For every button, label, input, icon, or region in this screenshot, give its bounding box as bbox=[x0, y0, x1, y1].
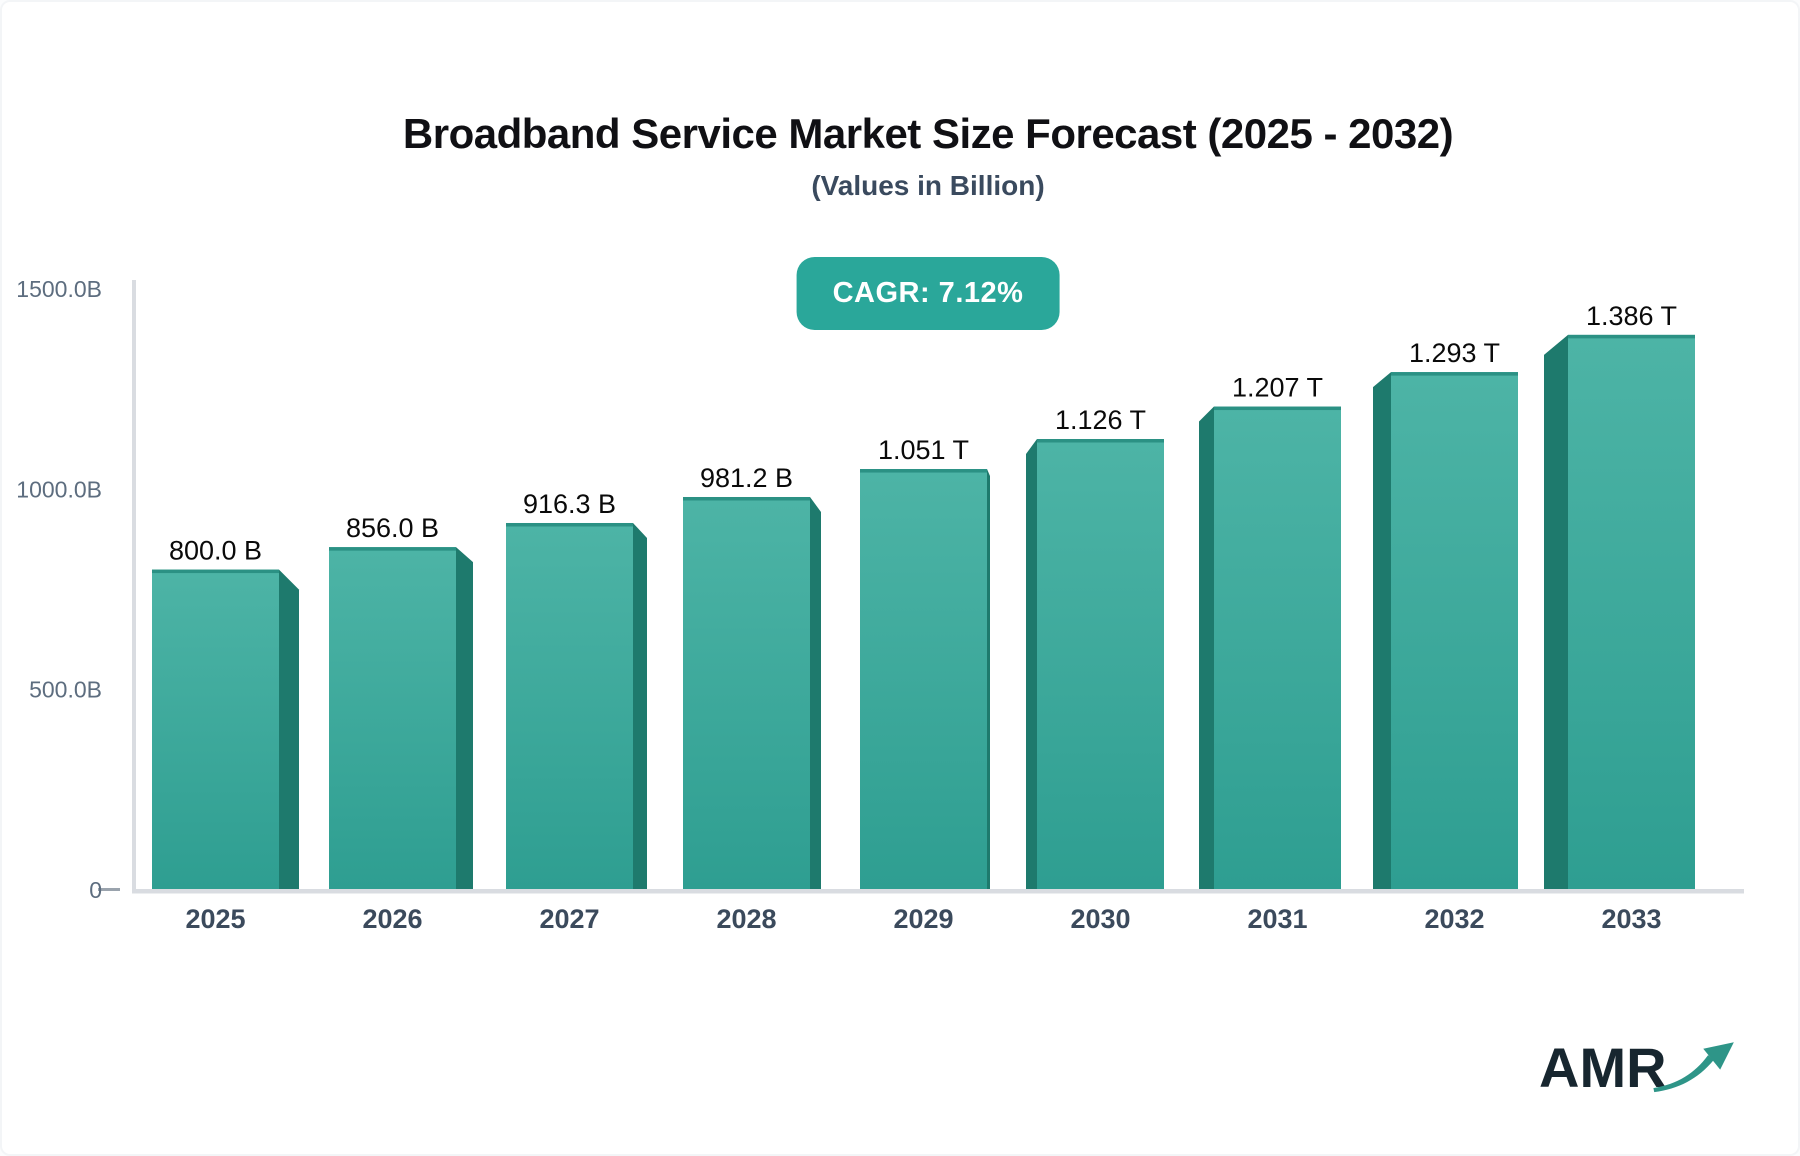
x-tick-label-2030: 2030 bbox=[1070, 904, 1130, 934]
page-title: Broadband Service Market Size Forecast (… bbox=[402, 110, 1454, 157]
value-label-2033: 1.386 T bbox=[1586, 301, 1677, 331]
bar-front-face bbox=[1391, 372, 1518, 890]
x-tick-label-2032: 2032 bbox=[1424, 904, 1484, 934]
bar-2032[interactable] bbox=[1373, 372, 1518, 890]
bar-side-face bbox=[633, 522, 647, 890]
bar-front-face bbox=[506, 522, 633, 890]
growth-arrow-icon bbox=[1652, 1042, 1734, 1093]
x-tick-label-2027: 2027 bbox=[539, 904, 599, 934]
value-label-2025: 800.0 B bbox=[169, 536, 262, 566]
value-label-2031: 1.207 T bbox=[1232, 373, 1323, 403]
value-label-2029: 1.051 T bbox=[878, 435, 969, 465]
bar-top-edge bbox=[860, 469, 987, 473]
bar-side-face bbox=[1544, 334, 1568, 890]
x-tick-label-2026: 2026 bbox=[362, 904, 422, 934]
cagr-badge: CAGR: 7.12% bbox=[796, 257, 1060, 330]
bar-2030[interactable] bbox=[1026, 438, 1164, 890]
bar-front-face bbox=[1214, 406, 1341, 890]
x-tick-label-2025: 2025 bbox=[185, 904, 245, 934]
bar-side-face bbox=[987, 469, 990, 890]
x-axis-line bbox=[132, 889, 1744, 894]
bar-side-face bbox=[1199, 406, 1214, 890]
x-tick-label-2028: 2028 bbox=[716, 904, 776, 934]
bar-side-face bbox=[456, 547, 473, 890]
y-tick-label-1500: 1500.0B bbox=[16, 276, 102, 302]
bar-top-edge bbox=[1568, 334, 1695, 339]
bar-2026[interactable] bbox=[329, 547, 473, 890]
amr-logo: AMR bbox=[1539, 1032, 1739, 1112]
y-axis-line bbox=[132, 280, 136, 892]
x-tick-label-2031: 2031 bbox=[1247, 904, 1307, 934]
bar-top-edge bbox=[152, 569, 279, 574]
bar-top-edge bbox=[683, 496, 810, 501]
bar-2031[interactable] bbox=[1199, 406, 1341, 890]
bar-front-face bbox=[1037, 438, 1164, 890]
value-label-2027: 916.3 B bbox=[523, 489, 616, 519]
cagr-badge-label: CAGR: 7.12% bbox=[832, 277, 1024, 309]
bar-top-edge bbox=[1214, 406, 1341, 411]
bar-top-edge bbox=[1391, 372, 1518, 376]
bar-2025[interactable] bbox=[152, 569, 299, 890]
bar-side-face bbox=[1373, 372, 1391, 890]
amr-logo-text: AMR bbox=[1539, 1036, 1667, 1099]
bar-2029[interactable] bbox=[860, 469, 990, 890]
bar-front-face bbox=[1568, 334, 1695, 890]
bar-front-face bbox=[860, 469, 987, 890]
bar-front-face bbox=[683, 496, 810, 890]
bar-2033[interactable] bbox=[1544, 334, 1695, 890]
bar-2027[interactable] bbox=[506, 522, 647, 890]
bar-front-face bbox=[152, 569, 279, 890]
value-label-2030: 1.126 T bbox=[1055, 405, 1146, 435]
bar-top-edge bbox=[1037, 438, 1164, 443]
bar-side-face bbox=[279, 569, 299, 890]
value-label-2026: 856.0 B bbox=[346, 513, 439, 543]
bar-side-face bbox=[1026, 438, 1037, 890]
bar-front-face bbox=[329, 547, 456, 890]
y-axis-zero-tick bbox=[98, 888, 120, 891]
y-tick-label-1000: 1000.0B bbox=[16, 476, 102, 502]
chart-subtitle: (Values in Billion) bbox=[811, 170, 1045, 201]
value-label-2032: 1.293 T bbox=[1409, 338, 1500, 368]
y-tick-label-0: 0 bbox=[89, 877, 102, 903]
bar-top-edge bbox=[506, 522, 633, 527]
bar-2028[interactable] bbox=[683, 496, 821, 890]
x-tick-label-2029: 2029 bbox=[893, 904, 953, 934]
y-tick-label-500: 500.0B bbox=[29, 677, 102, 703]
x-tick-label-2033: 2033 bbox=[1601, 904, 1661, 934]
value-label-2028: 981.2 B bbox=[700, 463, 793, 493]
bar-top-edge bbox=[329, 547, 456, 551]
bar-side-face bbox=[810, 496, 821, 890]
